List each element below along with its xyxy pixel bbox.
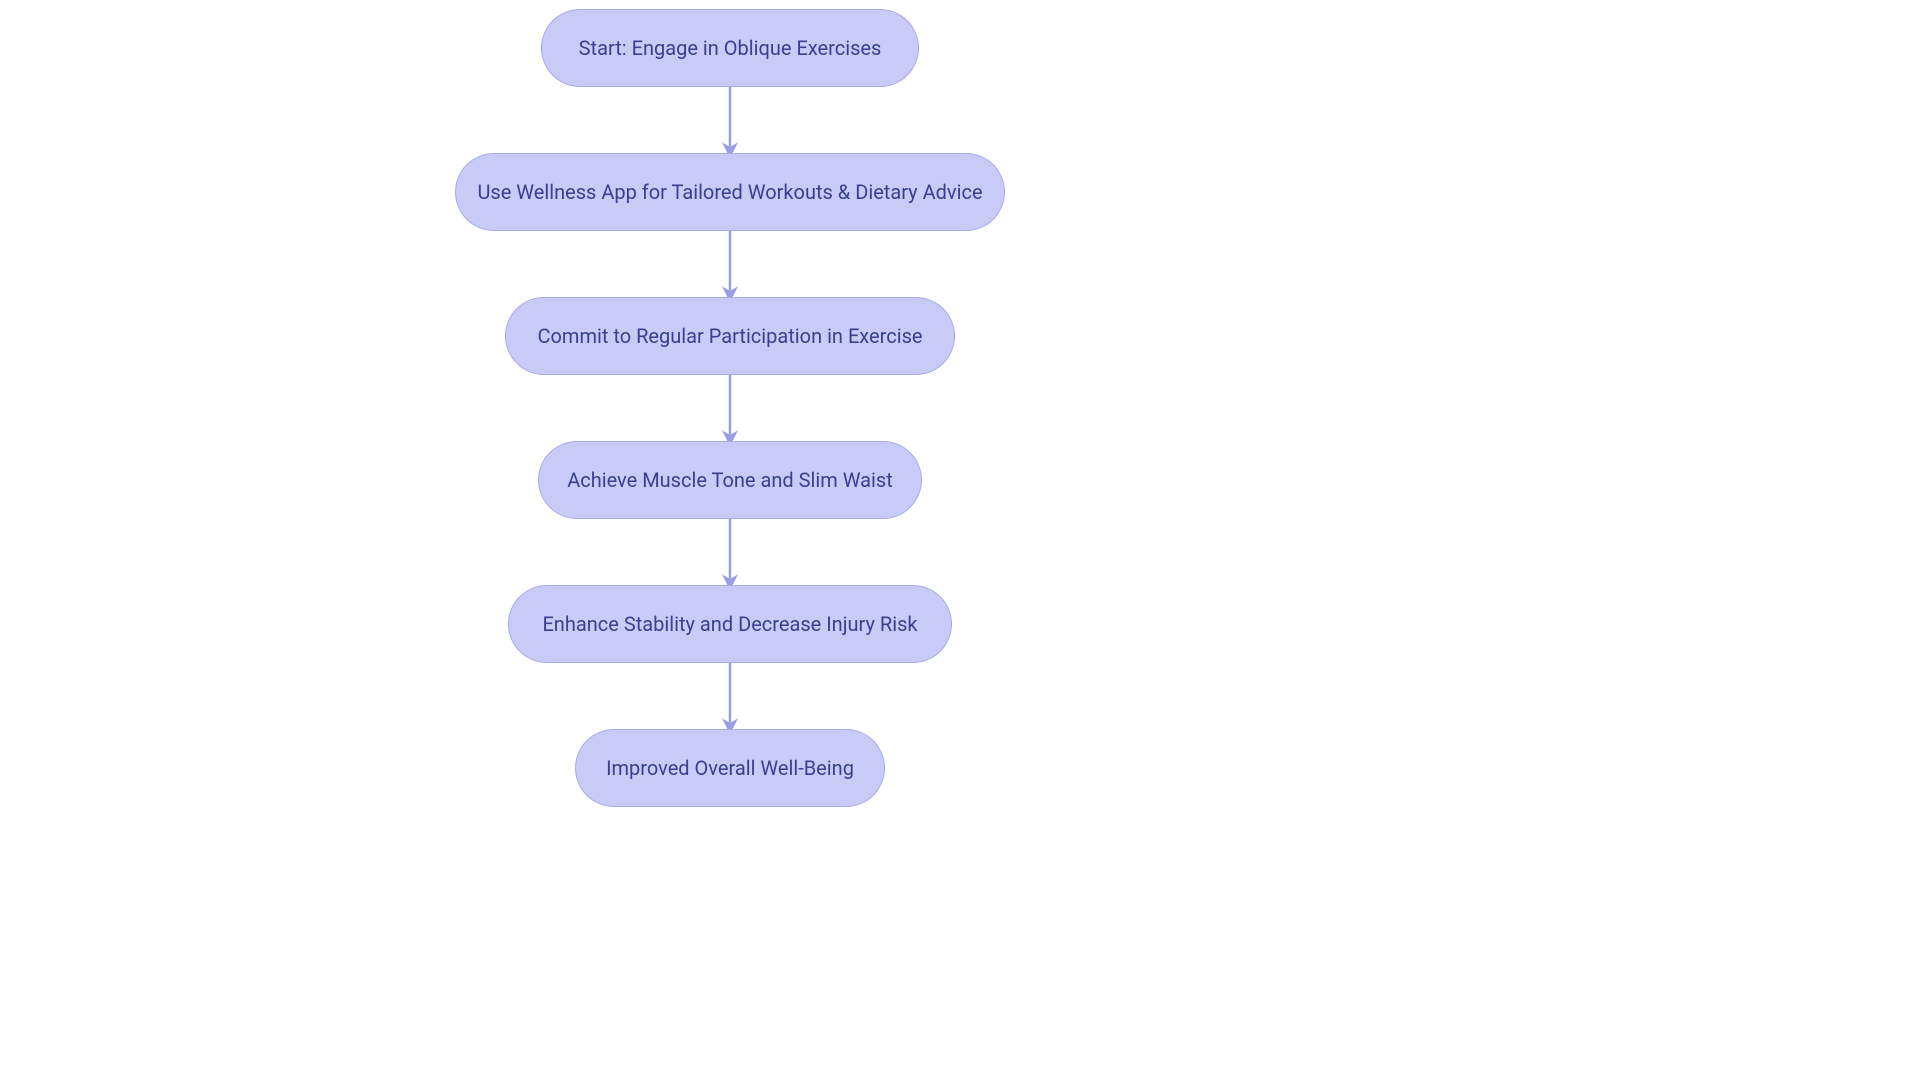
flow-node: Use Wellness App for Tailored Workouts &… <box>455 153 1005 231</box>
flow-node: Start: Engage in Oblique Exercises <box>541 9 919 87</box>
flow-node: Achieve Muscle Tone and Slim Waist <box>538 441 922 519</box>
flowchart-container: Start: Engage in Oblique Exercises Use We… <box>0 0 1920 1083</box>
flow-node-label: Use Wellness App for Tailored Workouts &… <box>477 180 982 204</box>
flow-node: Improved Overall Well-Being <box>575 729 885 807</box>
flow-node-label: Enhance Stability and Decrease Injury Ri… <box>542 612 917 636</box>
flow-node: Enhance Stability and Decrease Injury Ri… <box>508 585 952 663</box>
flow-node-label: Commit to Regular Participation in Exerc… <box>538 324 923 348</box>
flow-node-label: Improved Overall Well-Being <box>606 756 854 780</box>
flow-node: Commit to Regular Participation in Exerc… <box>505 297 955 375</box>
flow-node-label: Achieve Muscle Tone and Slim Waist <box>567 468 893 492</box>
flow-node-label: Start: Engage in Oblique Exercises <box>579 36 882 60</box>
